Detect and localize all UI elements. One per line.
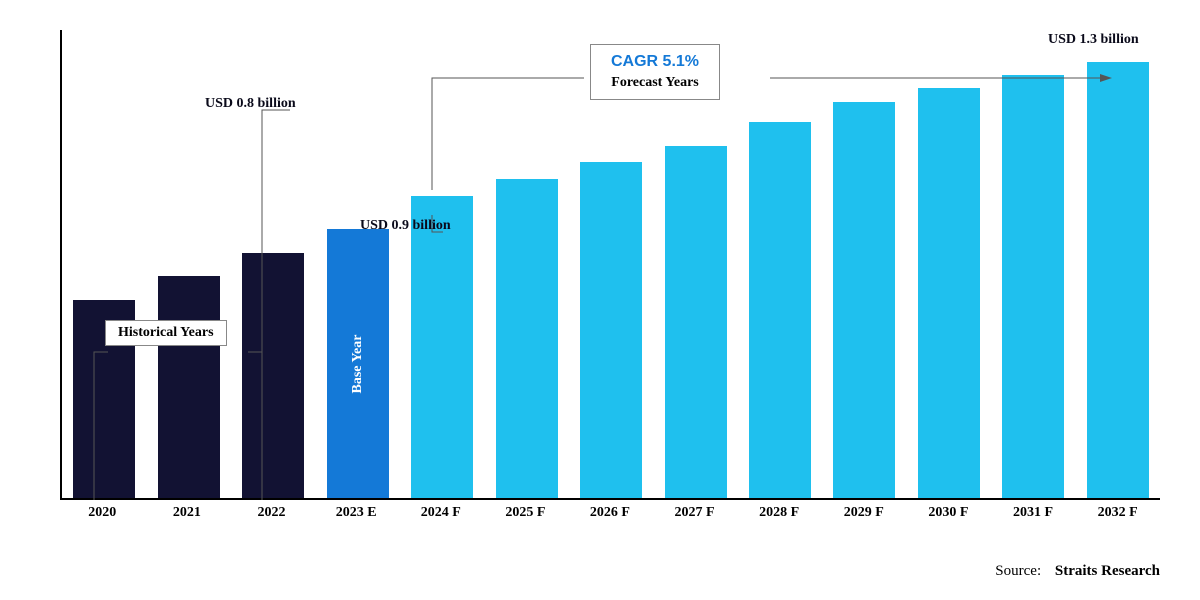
x-axis-label: 2027 F bbox=[652, 505, 737, 521]
bar-slot bbox=[146, 276, 230, 498]
bar-slot bbox=[484, 179, 568, 498]
callout-value-2024: USD 0.9 billion bbox=[360, 218, 451, 234]
bar-slot bbox=[907, 88, 991, 498]
x-axis-label: 2020 bbox=[60, 505, 145, 521]
bar-slot: Base Year bbox=[315, 229, 399, 498]
bar-slot bbox=[822, 102, 906, 498]
bar bbox=[580, 162, 642, 498]
bar bbox=[496, 179, 558, 498]
bar bbox=[665, 146, 727, 499]
bar-slot bbox=[738, 122, 822, 498]
bar-slot bbox=[231, 253, 315, 498]
x-axis-label: 2021 bbox=[145, 505, 230, 521]
x-axis-label: 2031 F bbox=[991, 505, 1076, 521]
source-line: Source: Straits Research bbox=[995, 563, 1160, 580]
cagr-subtitle: Forecast Years bbox=[611, 75, 699, 91]
cagr-title: CAGR 5.1% bbox=[611, 53, 699, 71]
bar-slot bbox=[653, 146, 737, 499]
bar bbox=[158, 276, 220, 498]
cagr-box: CAGR 5.1% Forecast Years bbox=[590, 44, 720, 100]
x-axis-label: 2032 F bbox=[1075, 505, 1160, 521]
x-axis-label: 2028 F bbox=[737, 505, 822, 521]
x-axis-label: 2025 F bbox=[483, 505, 568, 521]
bar bbox=[1087, 62, 1149, 498]
bar-slot bbox=[400, 196, 484, 498]
bar bbox=[749, 122, 811, 498]
bar-slot bbox=[569, 162, 653, 498]
x-axis-label: 2026 F bbox=[568, 505, 653, 521]
bar: Base Year bbox=[327, 229, 389, 498]
source-name: Straits Research bbox=[1055, 563, 1160, 579]
bar-slot bbox=[991, 75, 1075, 498]
bar bbox=[242, 253, 304, 498]
x-axis-label: 2023 E bbox=[314, 505, 399, 521]
x-axis-label: 2022 bbox=[229, 505, 314, 521]
x-axis-label: 2024 F bbox=[398, 505, 483, 521]
bar bbox=[833, 102, 895, 498]
bar bbox=[1002, 75, 1064, 498]
callout-value-2022: USD 0.8 billion bbox=[205, 96, 296, 112]
callout-value-2032: USD 1.3 billion bbox=[1048, 32, 1139, 48]
bar-slot bbox=[1076, 62, 1160, 498]
x-axis-labels: 2020202120222023 E2024 F2025 F2026 F2027… bbox=[60, 505, 1160, 521]
bar bbox=[411, 196, 473, 498]
x-axis-label: 2029 F bbox=[821, 505, 906, 521]
bar bbox=[918, 88, 980, 498]
base-year-label: Base Year bbox=[350, 334, 366, 393]
historical-years-box: Historical Years bbox=[105, 320, 227, 346]
x-axis-label: 2030 F bbox=[906, 505, 991, 521]
source-label: Source: bbox=[995, 563, 1041, 579]
